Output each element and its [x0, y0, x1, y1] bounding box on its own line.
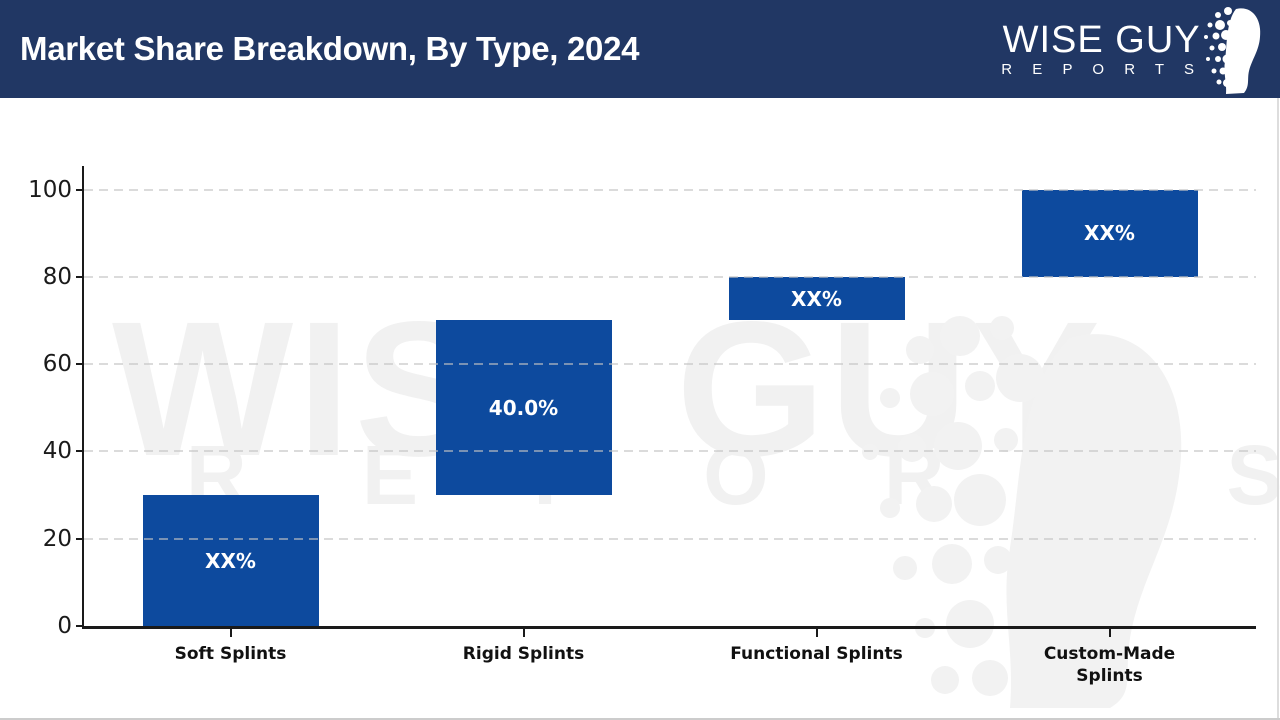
brand-logo-text: WISE GUY R E P O R T S — [1001, 20, 1202, 78]
x-tick-custom-made-splints — [1108, 629, 1111, 637]
brand-logo: WISE GUY R E P O R T S — [1001, 3, 1280, 95]
y-tick-0 — [76, 625, 84, 627]
y-tick-100 — [76, 188, 84, 191]
x-tick-label-soft-splints: Soft Splints — [174, 644, 287, 664]
header-bar: Market Share Breakdown, By Type, 2024 WI… — [0, 0, 1280, 98]
y-tick-label-100: 100 — [28, 176, 72, 203]
x-tick-rigid-splints — [522, 629, 525, 637]
y-tick-label-0: 0 — [57, 613, 72, 639]
brand-subtext: R E P O R T S — [1001, 61, 1202, 78]
x-axis-line — [82, 626, 1256, 629]
gridline-y-40 — [84, 450, 1256, 453]
x-tick-functional-splints — [815, 629, 818, 637]
bar-custom-made-splints — [1021, 189, 1198, 277]
y-tick-label-20: 20 — [42, 525, 72, 552]
chart-area: WISE GUY R E P O R T S XX% 40.0% XX% XX% 0 20… — [0, 98, 1280, 720]
x-tick-label-rigid-splints: Rigid Splints — [462, 644, 585, 664]
bar-value-label-soft-splints: XX% — [205, 548, 256, 573]
gridline-y-60 — [84, 363, 1256, 366]
bar-soft-splints — [142, 495, 319, 626]
gridline-y-80 — [84, 275, 1256, 278]
page-border-right — [1277, 98, 1279, 718]
bar-functional-splints — [728, 276, 905, 321]
page-title: Market Share Breakdown, By Type, 2024 — [20, 30, 640, 67]
y-tick-80 — [76, 275, 84, 278]
x-tick-soft-splints — [229, 629, 232, 637]
page-border-bottom — [0, 718, 1280, 720]
y-tick-40 — [76, 450, 84, 453]
y-tick-label-40: 40 — [42, 438, 72, 465]
y-axis-line — [82, 166, 84, 629]
y-tick-60 — [76, 363, 84, 366]
bar-value-label-functional-splints: XX% — [791, 286, 842, 311]
bar-value-label-custom-made-splints: XX% — [1084, 221, 1135, 246]
x-tick-label-functional-splints: Functional Splints — [730, 644, 903, 664]
gridline-y-100 — [84, 188, 1256, 191]
y-tick-20 — [76, 537, 84, 540]
x-tick-label-custom-made-splints: Custom-Made Splints — [1043, 644, 1176, 686]
watermark-face-icon — [862, 316, 1182, 708]
brand-face-icon — [1204, 7, 1261, 94]
y-tick-label-80: 80 — [42, 263, 72, 290]
bar-value-label-rigid-splints: 40.0% — [488, 395, 559, 420]
brand-wordmark: WISE GUY — [1002, 19, 1201, 61]
bar-rigid-splints — [435, 320, 612, 496]
gridline-y-20 — [84, 537, 1256, 540]
y-tick-label-60: 60 — [42, 351, 72, 378]
